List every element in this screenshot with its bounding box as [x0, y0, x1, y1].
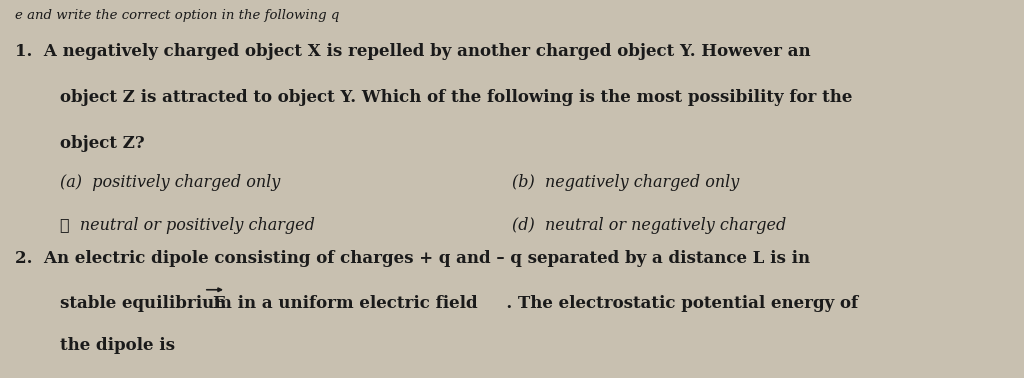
Text: 1.  A negatively charged object X is repelled by another charged object Y. Howev: 1. A negatively charged object X is repe…	[15, 43, 811, 60]
Text: e and write the correct option in the following q: e and write the correct option in the fo…	[15, 9, 340, 22]
Text: object Z?: object Z?	[60, 135, 145, 152]
Text: (d)  neutral or negatively charged: (d) neutral or negatively charged	[512, 217, 786, 234]
Text: (a)  positively charged only: (a) positively charged only	[60, 174, 281, 191]
Text: (b)  negatively charged only: (b) negatively charged only	[512, 174, 739, 191]
Text: ✔  neutral or positively charged: ✔ neutral or positively charged	[60, 217, 315, 234]
Text: E: E	[212, 294, 224, 311]
Text: object Z is attracted to object Y. Which of the following is the most possibilit: object Z is attracted to object Y. Which…	[60, 89, 853, 106]
Text: 2.  An electric dipole consisting of charges + q and – q separated by a distance: 2. An electric dipole consisting of char…	[15, 250, 810, 267]
Text: the dipole is: the dipole is	[60, 337, 175, 354]
Text: stable equilibrium in a uniform electric field     . The electrostatic potential: stable equilibrium in a uniform electric…	[60, 294, 858, 311]
